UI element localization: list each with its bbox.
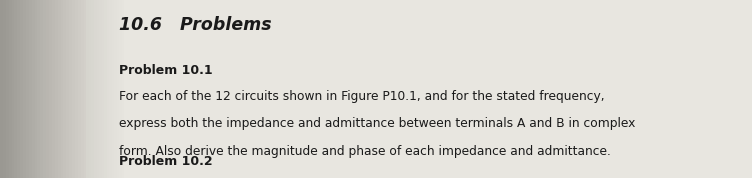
FancyBboxPatch shape [14,0,17,178]
Text: For each of the 12 circuits shown in Figure P10.1, and for the stated frequency,: For each of the 12 circuits shown in Fig… [119,90,605,103]
FancyBboxPatch shape [72,0,75,178]
FancyBboxPatch shape [23,0,26,178]
FancyBboxPatch shape [63,0,66,178]
FancyBboxPatch shape [3,0,6,178]
FancyBboxPatch shape [102,0,104,178]
FancyBboxPatch shape [0,0,3,178]
FancyBboxPatch shape [86,0,752,178]
FancyBboxPatch shape [80,0,83,178]
FancyBboxPatch shape [46,0,49,178]
FancyBboxPatch shape [89,0,92,178]
FancyBboxPatch shape [49,0,52,178]
Text: express both the impedance and admittance between terminals A and B in complex: express both the impedance and admittanc… [119,117,635,130]
FancyBboxPatch shape [20,0,23,178]
FancyBboxPatch shape [96,0,99,178]
Text: Problem 10.1: Problem 10.1 [119,64,213,77]
FancyBboxPatch shape [44,0,46,178]
FancyBboxPatch shape [29,0,32,178]
FancyBboxPatch shape [86,0,89,178]
FancyBboxPatch shape [109,0,111,178]
FancyBboxPatch shape [6,0,9,178]
FancyBboxPatch shape [83,0,86,178]
FancyBboxPatch shape [17,0,20,178]
FancyBboxPatch shape [9,0,11,178]
FancyBboxPatch shape [99,0,102,178]
FancyBboxPatch shape [52,0,55,178]
FancyBboxPatch shape [32,0,35,178]
FancyBboxPatch shape [38,0,41,178]
FancyBboxPatch shape [41,0,44,178]
FancyBboxPatch shape [11,0,14,178]
FancyBboxPatch shape [69,0,72,178]
Text: Problem 10.2: Problem 10.2 [119,155,213,168]
FancyBboxPatch shape [92,0,94,178]
FancyBboxPatch shape [104,0,107,178]
FancyBboxPatch shape [26,0,29,178]
FancyBboxPatch shape [66,0,69,178]
FancyBboxPatch shape [75,0,78,178]
Text: form. Also derive the magnitude and phase of each impedance and admittance.: form. Also derive the magnitude and phas… [119,145,611,158]
Text: 10.6   Problems: 10.6 Problems [119,16,271,34]
FancyBboxPatch shape [35,0,38,178]
FancyBboxPatch shape [78,0,80,178]
FancyBboxPatch shape [60,0,63,178]
FancyBboxPatch shape [55,0,58,178]
FancyBboxPatch shape [94,0,96,178]
FancyBboxPatch shape [111,0,114,178]
FancyBboxPatch shape [107,0,109,178]
FancyBboxPatch shape [58,0,60,178]
